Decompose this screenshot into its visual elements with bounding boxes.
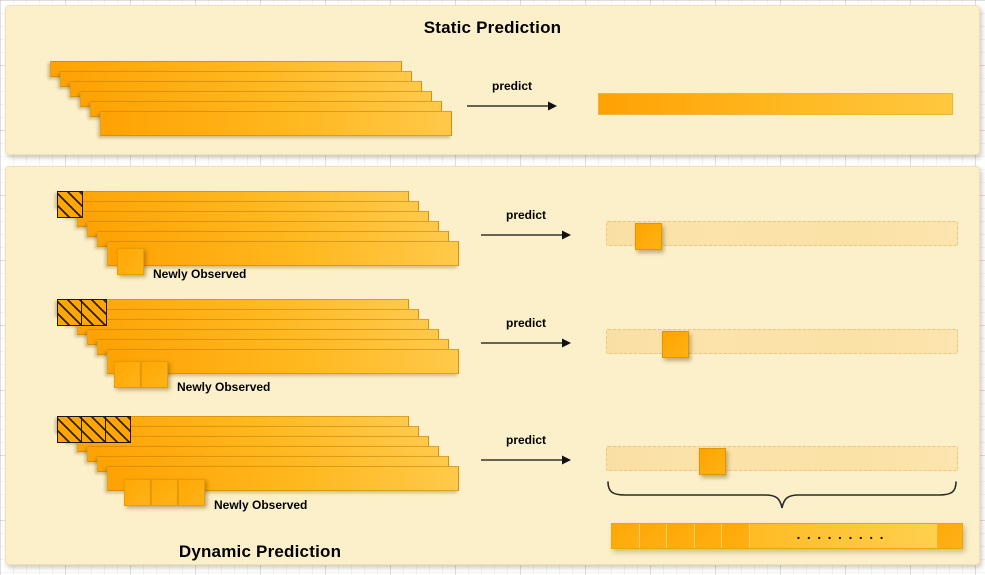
aggregated-cell <box>612 524 640 548</box>
hatched-cell <box>58 300 82 325</box>
predict-arrow-icon <box>481 230 571 240</box>
sequence-bar <box>107 241 459 266</box>
predict-label: predict <box>505 208 546 222</box>
predicted-token-square <box>699 448 726 475</box>
newly-observed-squares <box>117 248 144 275</box>
predict-label: predict <box>505 433 546 447</box>
predict-arrow-icon <box>481 338 571 348</box>
newly-observed-squares <box>124 479 205 506</box>
observed-cells-hatch <box>57 191 83 218</box>
hatched-cell <box>58 417 82 442</box>
aggregation-brace <box>607 481 957 509</box>
aggregated-cell <box>722 524 750 548</box>
predict-arrow-icon <box>467 101 557 111</box>
observed-cells-hatch <box>57 299 107 326</box>
predict-label: predict <box>505 316 546 330</box>
hatched-cell <box>82 417 106 442</box>
aggregated-leading-cells <box>612 524 750 548</box>
dynamic-row: Newly Observed predict <box>6 299 979 409</box>
predicted-token-square <box>635 223 662 250</box>
newly-observed-group: Newly Observed <box>124 479 307 512</box>
newly-observed-square <box>124 479 151 506</box>
predict-arrow-group: predict <box>476 316 576 349</box>
aggregated-cell <box>667 524 695 548</box>
newly-observed-square <box>117 248 144 275</box>
newly-observed-square <box>141 361 168 388</box>
input-sequence-stack <box>57 299 459 374</box>
static-prediction-output-bar <box>598 93 953 115</box>
newly-observed-group: Newly Observed <box>117 248 246 281</box>
observed-cells-hatch <box>57 416 131 443</box>
dynamic-panel-title: Dynamic Prediction <box>178 542 342 561</box>
dynamic-row: Newly Observed predict <box>6 191 979 301</box>
aggregated-trailing-cell <box>937 524 962 548</box>
newly-observed-square <box>178 479 205 506</box>
static-panel-title: Static Prediction <box>423 18 562 37</box>
newly-observed-square <box>151 479 178 506</box>
hatched-cell <box>58 192 82 217</box>
ellipsis-dots: ......... <box>796 526 891 542</box>
predict-arrow-group: predict <box>476 433 576 466</box>
newly-observed-label: Newly Observed <box>177 380 271 394</box>
predict-label: predict <box>491 79 532 93</box>
static-prediction-panel: Static Prediction predict <box>5 5 980 155</box>
aggregated-cell <box>694 524 722 548</box>
newly-observed-label: Newly Observed <box>153 267 247 281</box>
prediction-placeholder-bar <box>606 221 958 250</box>
newly-observed-square <box>114 361 141 388</box>
aggregated-bar-body: ......... <box>749 524 937 548</box>
aggregated-cell <box>639 524 667 548</box>
sequence-bar <box>100 111 452 136</box>
predict-arrow-group: predict <box>476 208 576 241</box>
dynamic-row: Newly Observed predict <box>6 416 979 526</box>
newly-observed-group: Newly Observed <box>114 361 270 394</box>
predict-arrow-group: predict <box>462 79 562 112</box>
predict-arrow-icon <box>481 455 571 465</box>
aggregated-sequence-bar: ......... <box>611 523 963 549</box>
predicted-token-square <box>662 331 689 358</box>
input-sequence-stack <box>57 191 459 266</box>
input-sequence-stack <box>50 61 452 136</box>
prediction-placeholder-bar <box>606 329 958 358</box>
newly-observed-label: Newly Observed <box>214 498 308 512</box>
prediction-placeholder-bar <box>606 446 958 475</box>
newly-observed-squares <box>114 361 168 388</box>
dynamic-prediction-panel: Newly Observed predict Newly Observe <box>5 166 980 565</box>
hatched-cell <box>82 300 106 325</box>
hatched-cell <box>106 417 130 442</box>
